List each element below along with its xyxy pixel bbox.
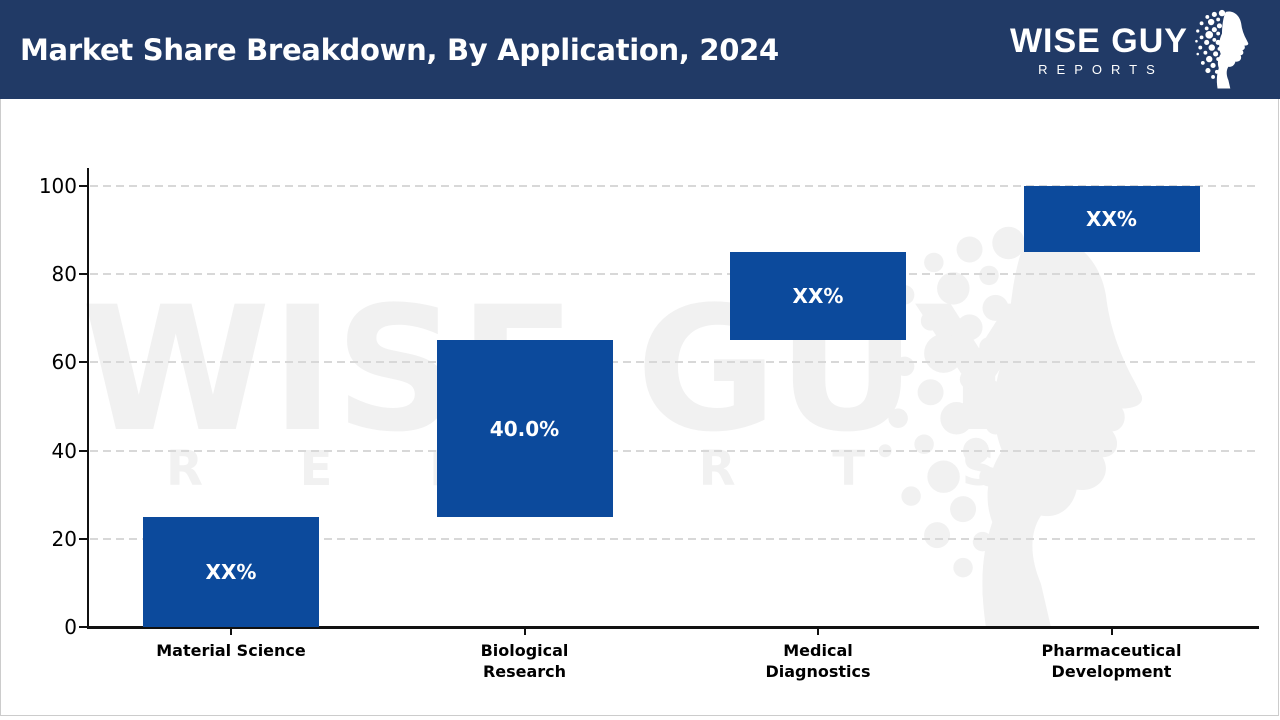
y-tickmark-100 — [79, 185, 87, 187]
bar-value-label-1: XX% — [205, 559, 257, 584]
logo-line2: REPORTS — [1038, 61, 1164, 77]
bar-4: XX% — [1023, 186, 1200, 253]
logo-head-icon — [1195, 9, 1249, 89]
gridline-20 — [90, 537, 1259, 540]
gridline-40 — [90, 449, 1259, 452]
y-tick-label-100: 100 — [38, 174, 77, 198]
y-tickmark-20 — [79, 537, 87, 540]
y-tick-label-0: 0 — [64, 615, 77, 639]
y-tickmark-0 — [79, 626, 87, 628]
y-tick-label-80: 80 — [51, 262, 77, 287]
plot: 0 20 40 60 80 100 XX% Material Science 40.0% Biol… — [1, 99, 1278, 715]
x-category-label-2: Biological Research — [480, 641, 569, 681]
x-axis-line — [87, 626, 1259, 629]
x-category-label-4: Pharmaceutical Development — [1041, 641, 1182, 681]
wiseguy-logo: WISE GUY REPORTS — [1010, 8, 1254, 91]
bar-2: 40.0% — [436, 340, 613, 517]
x-category-label-1: Material Science — [156, 641, 306, 660]
gridline-80 — [90, 273, 1259, 276]
gridline-60 — [90, 361, 1259, 364]
chart-area: WISE GUY R E P O R T S 020406080100XX%Ma… — [0, 99, 1279, 716]
x-tickmark-3 — [817, 628, 819, 635]
x-tickmark-2 — [523, 628, 526, 635]
y-tick-label-40: 40 — [51, 438, 77, 463]
x-tickmark-1 — [230, 628, 232, 635]
gridline-100 — [90, 185, 1259, 187]
bar-3: XX% — [730, 252, 906, 341]
x-tickmark-4 — [1110, 628, 1113, 635]
bar-value-label-4: XX% — [1086, 207, 1137, 232]
logo-line1: WISE GUY — [1009, 21, 1188, 60]
y-axis-line — [87, 168, 89, 629]
bar-value-label-2: 40.0% — [489, 416, 560, 441]
chart-title: Market Share Breakdown, By Application, … — [20, 32, 779, 67]
bar-1: XX% — [143, 516, 319, 627]
logo-wordmark: WISE GUY REPORTS — [1010, 24, 1188, 76]
y-tickmark-60 — [79, 361, 87, 364]
x-category-label-3: Medical Diagnostics — [765, 641, 871, 681]
y-tickmark-40 — [79, 449, 87, 452]
header: Market Share Breakdown, By Application, … — [0, 0, 1280, 99]
bar-value-label-3: XX% — [792, 284, 844, 309]
y-tick-label-20: 20 — [51, 526, 77, 551]
y-tick-label-60: 60 — [51, 350, 77, 375]
y-tickmark-80 — [79, 273, 87, 276]
